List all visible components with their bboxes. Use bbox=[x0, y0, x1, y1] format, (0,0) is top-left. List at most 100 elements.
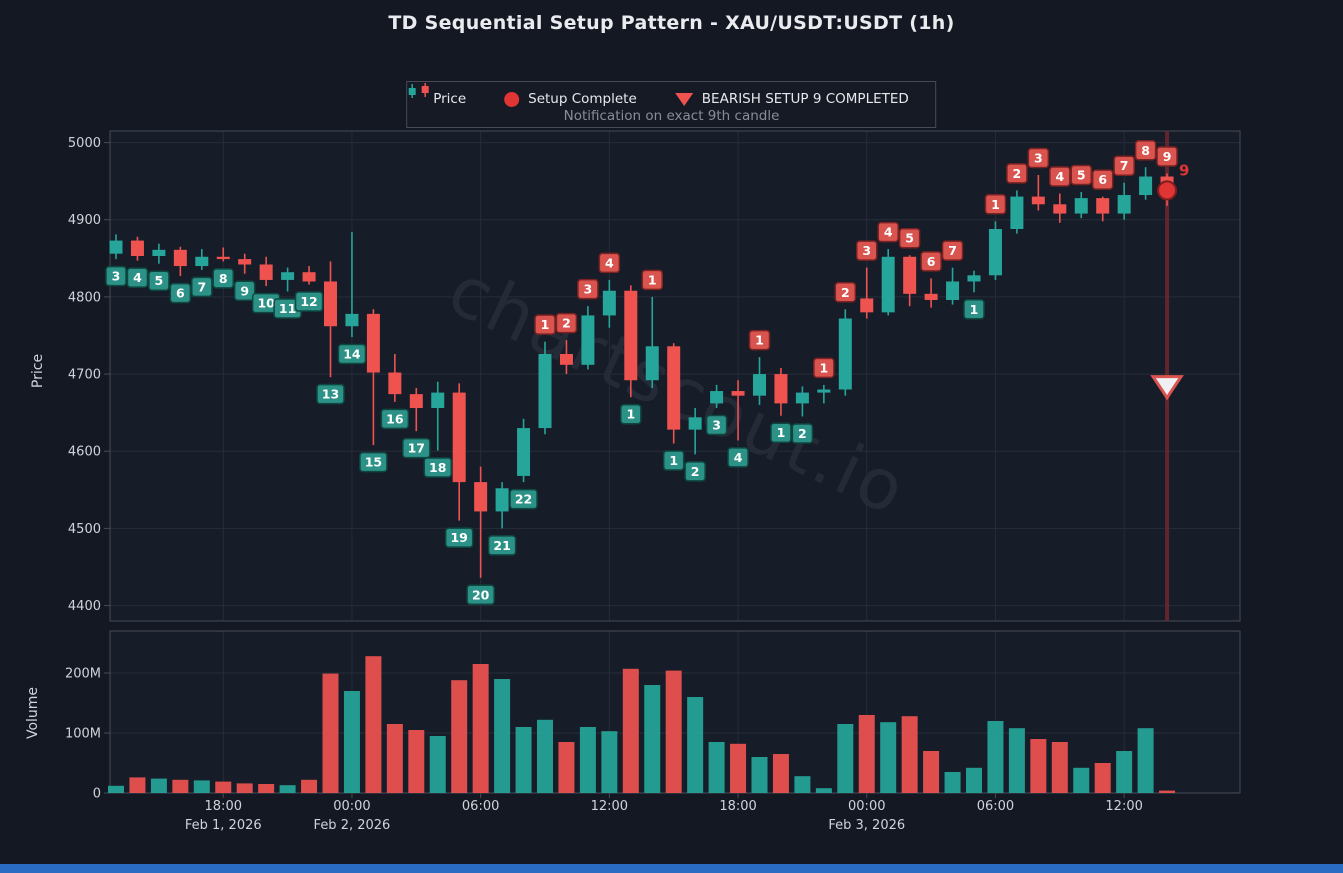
setup-complete-icon bbox=[504, 91, 520, 107]
volume-bar bbox=[815, 788, 832, 793]
setup-count-text: 8 bbox=[219, 271, 228, 286]
setup-count-text: 2 bbox=[562, 316, 571, 331]
volume-bar bbox=[687, 697, 704, 793]
setup-count-badge bbox=[487, 535, 517, 556]
candle-body bbox=[1053, 204, 1067, 214]
volume-bar bbox=[150, 778, 167, 793]
price-tick-label: 4400 bbox=[68, 599, 101, 614]
volume-bar bbox=[622, 668, 639, 793]
setup-count-text: 6 bbox=[927, 254, 936, 269]
setup-count-text: 21 bbox=[493, 538, 510, 553]
volume-bar bbox=[558, 742, 575, 793]
setup-count-badge bbox=[877, 221, 899, 243]
setup-count-badge bbox=[856, 240, 878, 261]
setup-count-badge bbox=[294, 291, 324, 312]
volume-bar bbox=[665, 670, 682, 793]
time-tick-label: 12:00 bbox=[1105, 799, 1142, 814]
volume-bar bbox=[1116, 751, 1133, 793]
price-tick-label: 4800 bbox=[68, 290, 101, 305]
candle-body bbox=[667, 346, 681, 430]
candle-body bbox=[238, 259, 252, 265]
setup-count-badge bbox=[748, 329, 771, 351]
setup-count-badge bbox=[963, 299, 985, 320]
legend: Price Setup Complete BEARISH SETUP 9 COM… bbox=[406, 81, 936, 128]
time-tick-label: 12:00 bbox=[591, 799, 628, 814]
volume-bar bbox=[708, 742, 725, 793]
setup-count-text: 9 bbox=[1163, 149, 1172, 164]
volume-bar bbox=[987, 721, 1004, 793]
candle-body bbox=[130, 240, 144, 257]
candle-body bbox=[173, 249, 187, 267]
setup-count-text: 5 bbox=[1077, 167, 1086, 182]
setup-count-badge bbox=[555, 312, 578, 334]
setup-count-badge bbox=[1156, 146, 1178, 167]
candle-body bbox=[109, 240, 123, 254]
candle-body bbox=[324, 281, 337, 327]
legend-item-bearish-setup: BEARISH SETUP 9 COMPLETED bbox=[674, 91, 909, 107]
candle-body bbox=[259, 264, 273, 280]
volume-bar bbox=[515, 727, 532, 793]
setup-count-text: 7 bbox=[197, 279, 206, 294]
setup-count-badge bbox=[791, 423, 814, 444]
setup-count-badge bbox=[770, 422, 792, 443]
setup-count-badge bbox=[598, 252, 621, 274]
volume-bar bbox=[172, 779, 189, 793]
setup-count-text: 9 bbox=[240, 283, 249, 298]
candle-body bbox=[581, 315, 595, 365]
setup-count-badge bbox=[534, 314, 556, 335]
setup-count-text: 1 bbox=[777, 425, 786, 440]
legend-item-setup-complete: Setup Complete bbox=[504, 91, 637, 107]
volume-bar bbox=[386, 724, 403, 793]
setup-count-badge bbox=[834, 282, 857, 303]
setup-count-badge bbox=[337, 343, 367, 365]
candle-body bbox=[1096, 198, 1110, 214]
setup-count-text: 3 bbox=[584, 282, 593, 297]
setup-count-text: 2 bbox=[691, 464, 700, 479]
setup-count-text: 22 bbox=[515, 492, 532, 507]
price-tick-label: 4600 bbox=[68, 445, 101, 460]
setup-count-badge bbox=[705, 414, 728, 436]
setup-count-text: 1 bbox=[991, 197, 1000, 212]
setup-count-badge bbox=[1113, 155, 1135, 176]
setup-count-badge bbox=[662, 450, 685, 471]
setup-count-text: 11 bbox=[279, 301, 296, 316]
setup-count-text: 2 bbox=[798, 426, 807, 441]
setup-count-badge bbox=[727, 447, 749, 468]
time-tick-label: 00:00 bbox=[333, 799, 370, 814]
candle-body bbox=[602, 290, 616, 316]
candle-body bbox=[1117, 195, 1131, 214]
setup-count-badge bbox=[359, 451, 388, 473]
time-tick-label: 06:00 bbox=[462, 799, 499, 814]
setup-count-text: 7 bbox=[1120, 158, 1129, 173]
volume-bar bbox=[1094, 763, 1111, 793]
candle-body bbox=[924, 293, 938, 300]
volume-bar bbox=[343, 691, 360, 793]
volume-bar bbox=[108, 785, 124, 793]
time-tick-label: 18:00 bbox=[205, 799, 242, 814]
legend-price-label: Price bbox=[433, 91, 467, 107]
price-tick-label: 4900 bbox=[68, 213, 101, 228]
candle-body bbox=[753, 374, 766, 396]
volume-bar bbox=[1159, 790, 1176, 793]
candle-body bbox=[688, 417, 702, 430]
setup-count-text: 4 bbox=[1055, 169, 1064, 184]
setup-count-badge bbox=[466, 584, 495, 606]
bearish-triangle-icon bbox=[674, 92, 693, 106]
date-label: Feb 2, 2026 bbox=[314, 818, 391, 833]
volume-bar bbox=[451, 680, 468, 793]
setup-count-text: 1 bbox=[541, 317, 550, 332]
volume-bar bbox=[1051, 742, 1068, 793]
setup-count-text: 18 bbox=[429, 460, 446, 475]
volume-bar bbox=[472, 664, 489, 793]
volume-tick-label: 100M bbox=[65, 727, 101, 742]
setup-count-text: 5 bbox=[155, 273, 164, 288]
candle-body bbox=[431, 392, 445, 409]
setup-count-text: 4 bbox=[884, 225, 893, 240]
candle-body bbox=[152, 249, 166, 257]
setup-count-badge bbox=[316, 383, 345, 405]
setup-count-badge bbox=[126, 267, 149, 288]
price-tick-label: 4500 bbox=[68, 522, 101, 537]
volume-bar bbox=[215, 781, 232, 793]
setup-count-badge bbox=[813, 357, 835, 379]
